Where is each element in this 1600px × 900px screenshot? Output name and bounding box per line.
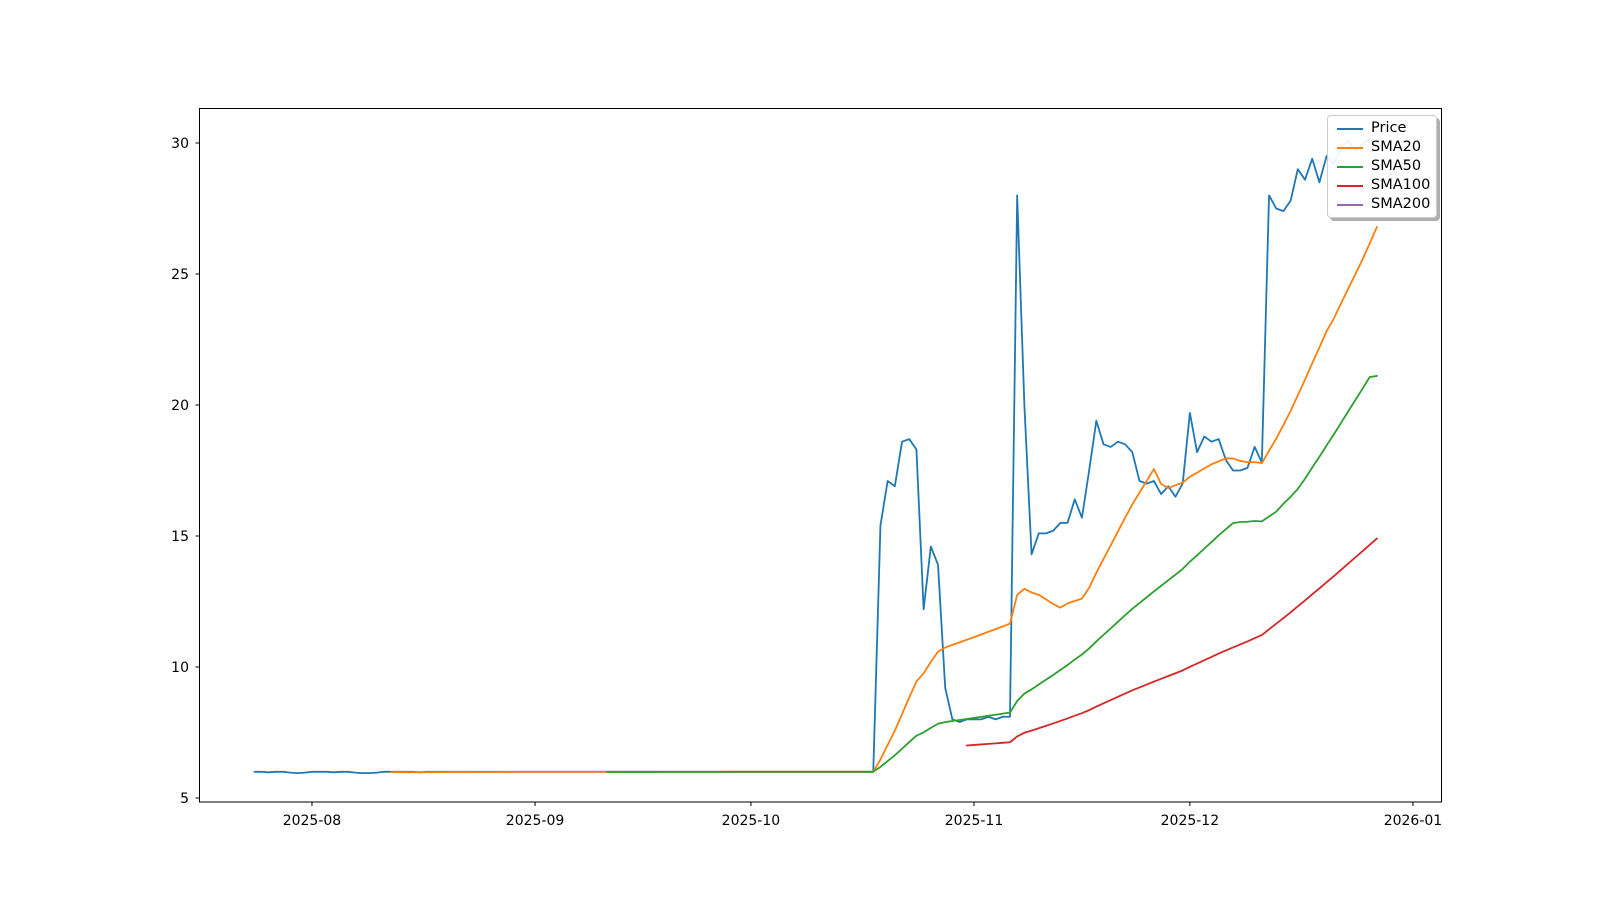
sma100-line-swatch [1337,184,1363,187]
price-line [253,138,1378,775]
legend-label-sma200: SMA200 [1371,196,1431,213]
y-tick-label: 30 [171,136,189,152]
legend-label-sma20: SMA20 [1371,139,1422,156]
sma20-line-swatch [1337,146,1363,149]
y-axis: 5 10 15 20 25 30 [171,136,200,807]
legend-item-sma200: SMA200 [1337,197,1430,212]
y-tick-label: 5 [180,791,189,807]
legend-item-sma50: SMA50 [1337,159,1430,174]
legend: Price SMA20 SMA50 SMA100 SMA200 [1327,115,1437,218]
series-lines [253,138,1378,775]
legend-label-sma50: SMA50 [1371,158,1422,175]
legend-label-price: Price [1371,120,1407,137]
legend-item-sma100: SMA100 [1337,178,1430,193]
x-tick-label: 2025-09 [506,813,565,829]
x-tick-label: 2026-01 [1384,813,1443,829]
x-tick-label: 2025-08 [283,813,342,829]
legend-item-price: Price [1337,121,1430,136]
sma100-line [965,537,1378,747]
sma50-line [606,375,1378,773]
axes-box [199,108,1442,803]
legend-label-sma100: SMA100 [1371,177,1431,194]
legend-item-sma20: SMA20 [1337,140,1430,155]
x-axis: 2025-08 2025-09 2025-10 2025-11 2025-12 2026-… [283,802,1442,829]
x-tick-label: 2025-11 [945,813,1004,829]
sma200-line-swatch [1337,203,1363,206]
y-tick-label: 25 [171,267,189,283]
y-tick-label: 10 [171,660,189,676]
x-tick-label: 2025-10 [722,813,781,829]
price-line-swatch [1337,127,1363,130]
y-tick-label: 15 [171,529,189,545]
x-tick-label: 2025-12 [1161,813,1220,829]
sma20-line [390,226,1378,774]
sma50-line-swatch [1337,165,1363,168]
y-tick-label: 20 [171,398,189,414]
